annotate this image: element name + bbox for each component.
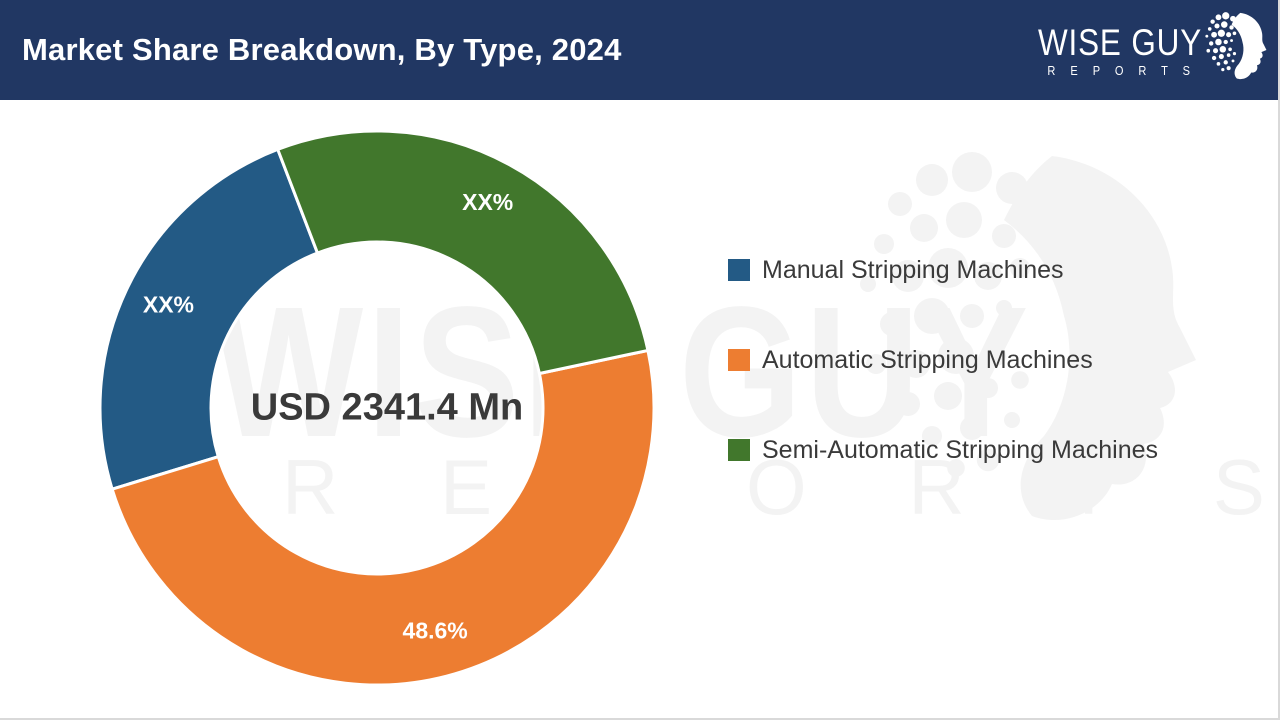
slice-label-0: XX%	[143, 291, 194, 317]
wiseguy-head-icon	[1205, 12, 1267, 80]
donut-chart: XX% 48.6% XX%	[98, 129, 656, 687]
legend: Manual Stripping Machines Automatic Strip…	[728, 257, 1158, 527]
legend-label: Automatic Stripping Machines	[762, 345, 1093, 374]
legend-swatch-icon	[728, 259, 750, 281]
legend-item: Automatic Stripping Machines	[728, 347, 1158, 373]
page-title: Market Share Breakdown, By Type, 2024	[22, 32, 622, 67]
legend-item: Manual Stripping Machines	[728, 257, 1158, 283]
slice-label-1: 48.6%	[403, 618, 468, 644]
logo-wordmark: WISE GUY	[1037, 21, 1202, 63]
legend-swatch-icon	[728, 439, 750, 461]
legend-swatch-icon	[728, 349, 750, 371]
logo-subtext: R E P O R T S	[1047, 62, 1196, 78]
pie-slice-2	[276, 129, 650, 375]
legend-label: Semi-Automatic Stripping Machines	[762, 435, 1158, 464]
pie-slice-1	[110, 348, 656, 687]
chart-center-value: USD 2341.4 Mn	[250, 386, 524, 429]
wiseguy-logo: WISE GUY R E P O R T S	[1009, 10, 1270, 90]
legend-item: Semi-Automatic Stripping Machines	[728, 437, 1158, 463]
header-bar: Market Share Breakdown, By Type, 2024 WI…	[0, 0, 1278, 100]
logo-wordmark-block: WISE GUY R E P O R T S	[1038, 24, 1202, 77]
pie-slice-0	[98, 147, 320, 491]
legend-label: Manual Stripping Machines	[762, 255, 1064, 284]
slice-label-2: XX%	[462, 189, 513, 215]
